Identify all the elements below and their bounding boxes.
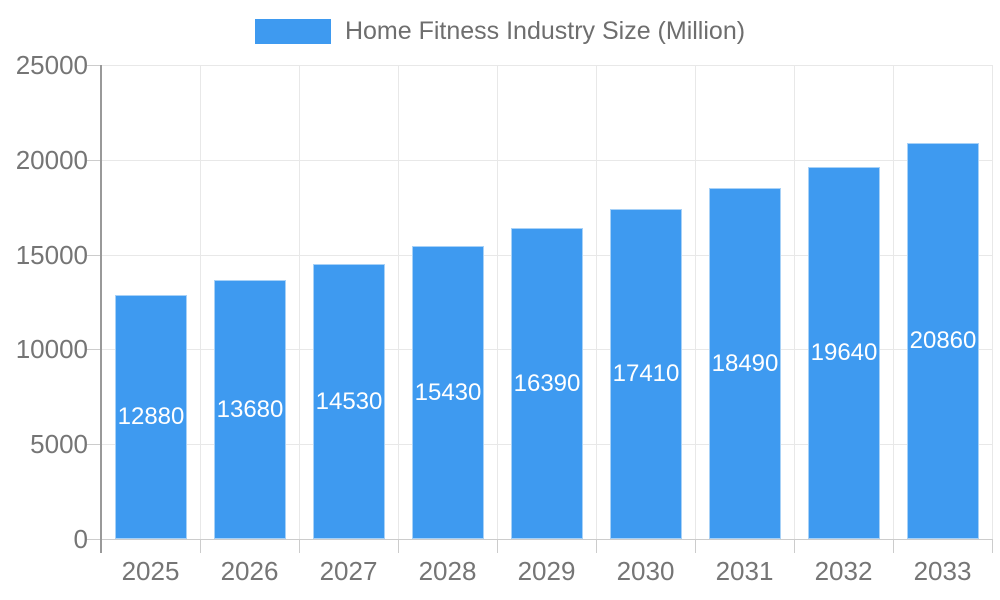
v-gridline [893,65,894,539]
v-gridline [695,65,696,539]
legend-swatch [254,18,331,44]
y-tick-label: 15000 [15,240,88,270]
bar-2028[interactable] [412,246,484,539]
x-tick-label: 2031 [715,556,774,586]
legend-item[interactable]: Home Fitness Industry Size (Million) [0,16,1000,46]
x-tick-label: 2032 [814,556,873,586]
y-tick-label: 20000 [15,145,88,175]
bar-value-label: 16390 [513,370,581,397]
v-gridline [398,65,399,539]
x-tick-mark [398,539,399,553]
bar-value-label: 14530 [315,388,383,415]
x-tick-mark [794,539,795,553]
bar-value-label: 12880 [117,403,185,430]
bar-value-label: 15430 [414,379,482,406]
y-tick-label: 10000 [15,334,88,364]
v-gridline [992,65,993,539]
x-tick-label: 2025 [121,556,180,586]
x-tick-label: 2027 [319,556,378,586]
bar-value-label: 18490 [711,350,779,377]
y-tick-label: 25000 [15,50,88,80]
bar-value-label: 13680 [216,396,284,423]
bar-2031[interactable] [709,188,781,539]
x-tick-mark [992,539,993,553]
x-tick-label: 2028 [418,556,477,586]
y-tick-mark [87,160,101,161]
h-gridline [101,160,992,161]
x-tick-mark [596,539,597,553]
v-gridline [596,65,597,539]
h-gridline [101,65,992,66]
x-tick-label: 2029 [517,556,576,586]
y-tick-mark [87,65,101,66]
bar-2027[interactable] [313,264,385,539]
x-tick-mark [497,539,498,553]
x-tick-mark [893,539,894,553]
v-gridline [200,65,201,539]
bar-value-label: 20860 [909,327,977,354]
x-tick-label: 2030 [616,556,675,586]
y-axis-line [100,65,102,553]
v-gridline [497,65,498,539]
x-tick-mark [200,539,201,553]
bar-value-label: 19640 [810,339,878,366]
y-tick-mark [87,539,101,540]
bar-2030[interactable] [610,209,682,539]
x-tick-label: 2033 [913,556,972,586]
bar-2029[interactable] [511,228,583,539]
bar-value-label: 17410 [612,360,680,387]
x-tick-label: 2026 [220,556,279,586]
x-tick-mark [695,539,696,553]
x-tick-mark [299,539,300,553]
y-tick-label: 0 [73,524,88,554]
y-tick-mark [87,255,101,256]
y-tick-label: 5000 [30,429,88,459]
y-tick-mark [87,349,101,350]
v-gridline [794,65,795,539]
bar-2032[interactable] [808,167,880,539]
bar-2025[interactable] [115,295,187,539]
y-tick-mark [87,444,101,445]
bar-2026[interactable] [214,280,286,539]
bar-2033[interactable] [907,143,979,539]
x-axis-baseline [101,539,992,540]
v-gridline [299,65,300,539]
legend-label: Home Fitness Industry Size (Million) [344,16,746,45]
